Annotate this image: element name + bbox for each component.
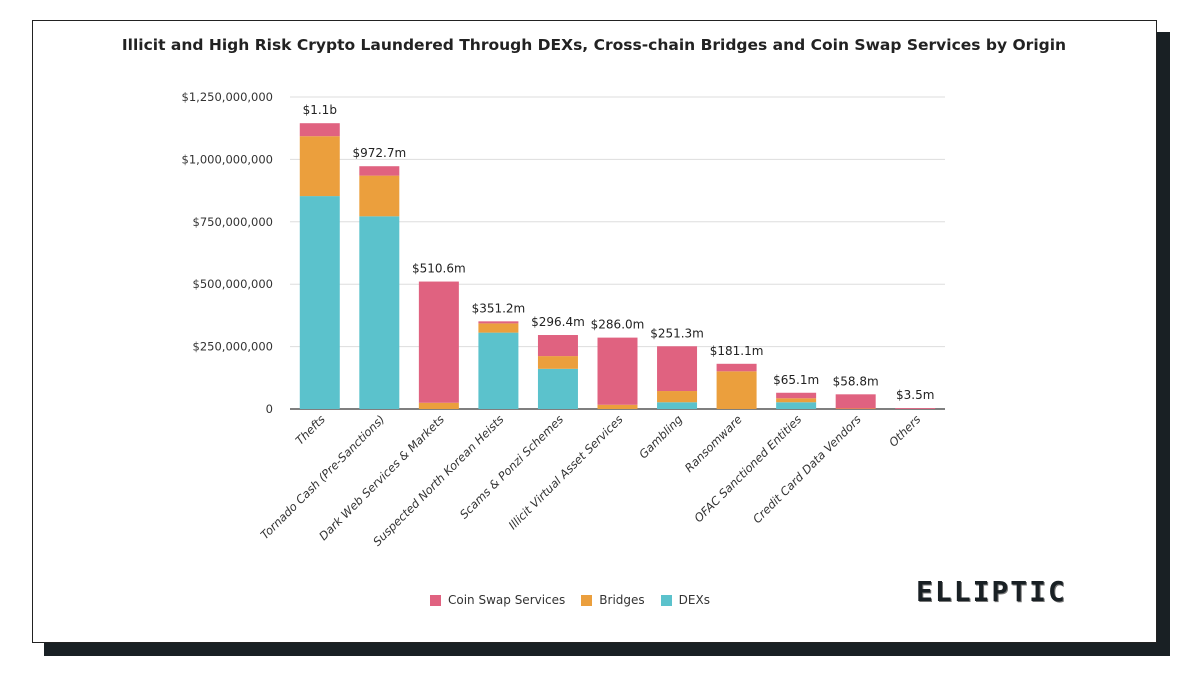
bar-segment-dexs <box>478 332 519 409</box>
total-label: $1.1b <box>303 103 337 117</box>
total-label: $286.0m <box>591 318 645 332</box>
bar-segment-coin-swap-services <box>835 394 876 409</box>
x-tick-label: Gambling <box>636 412 685 461</box>
legend-item: Bridges <box>581 593 645 607</box>
x-tick-label: Tornado Cash (Pre-Sanctions) <box>258 412 388 542</box>
x-tick-label: Suspected North Korean Heists <box>370 412 506 548</box>
bar-segment-bridges <box>776 398 817 403</box>
legend-swatch <box>660 594 672 606</box>
y-tick-label: $1,000,000,000 <box>182 152 273 166</box>
total-label: $3.5m <box>896 388 934 402</box>
bar-segment-bridges <box>716 371 757 409</box>
total-label: $351.2m <box>472 301 526 315</box>
chart-card <box>32 20 1157 643</box>
bar-segment-bridges <box>835 408 876 410</box>
legend: Coin Swap Services Bridges DEXs <box>430 593 710 607</box>
bar-segment-bridges <box>299 136 340 197</box>
bar-segment-dexs <box>657 402 698 409</box>
x-tick-label: Dark Web Services & Markets <box>316 412 447 543</box>
total-label: $65.1m <box>773 373 819 387</box>
legend-swatch <box>430 594 441 606</box>
y-tick-label: $250,000,000 <box>193 340 273 354</box>
total-label: $58.8m <box>833 374 879 388</box>
bar-segment-coin-swap-services <box>597 337 638 405</box>
legend-item: DEXs <box>660 593 710 607</box>
x-tick-label: Thefts <box>293 412 328 447</box>
total-label: $251.3m <box>650 326 704 340</box>
legend-swatch <box>581 594 593 606</box>
bar-segment-dexs <box>299 196 340 409</box>
y-tick-label: $500,000,000 <box>193 277 273 291</box>
x-tick-label: OFAC Sanctioned Entities <box>691 412 804 525</box>
x-tick-label: Ransomware <box>682 412 745 475</box>
x-tick-label: Others <box>886 412 923 449</box>
bar-segment-coin-swap-services <box>299 123 340 137</box>
bar-segment-coin-swap-services <box>537 335 578 357</box>
bar-segment-bridges <box>657 391 698 403</box>
legend-label: DEXs <box>678 593 710 607</box>
x-tick-label: Illicit Virtual Asset Services <box>506 412 626 532</box>
bar-segment-coin-swap-services <box>418 281 459 403</box>
bar-segment-bridges <box>418 402 459 409</box>
bar-segment-coin-swap-services <box>895 408 936 409</box>
total-label: $181.1m <box>710 344 764 358</box>
bar-segment-coin-swap-services <box>657 346 698 392</box>
bar-segment-dexs <box>776 402 817 409</box>
bar-segment-dexs <box>359 216 400 409</box>
legend-label: Coin Swap Services <box>448 593 566 607</box>
bar-segment-bridges <box>597 404 638 409</box>
bar-segment-coin-swap-services <box>359 166 400 176</box>
bar-segment-bridges <box>478 323 519 333</box>
total-label: $296.4m <box>531 315 585 329</box>
y-tick-label: 0 <box>266 402 273 416</box>
y-tick-label: $1,250,000,000 <box>182 90 273 104</box>
chart-title: Illicit and High Risk Crypto Laundered T… <box>121 36 1067 54</box>
bar-segment-coin-swap-services <box>776 392 817 399</box>
total-label: $510.6m <box>412 262 466 276</box>
bar-segment-coin-swap-services <box>478 321 519 324</box>
x-tick-label: Scams & Ponzi Schemes <box>457 412 566 521</box>
y-tick-label: $750,000,000 <box>193 215 273 229</box>
bar-segment-coin-swap-services <box>716 363 757 372</box>
legend-item: Coin Swap Services <box>430 593 565 607</box>
bar-segment-bridges <box>359 175 400 217</box>
legend-label: Bridges <box>599 593 645 607</box>
total-label: $972.7m <box>352 146 406 160</box>
elliptic-logo: ELLIPTIC <box>916 575 1067 608</box>
bar-segment-dexs <box>537 368 578 409</box>
bar-segment-bridges <box>537 356 578 369</box>
x-tick-label: Credit Card Data Vendors <box>750 412 864 526</box>
